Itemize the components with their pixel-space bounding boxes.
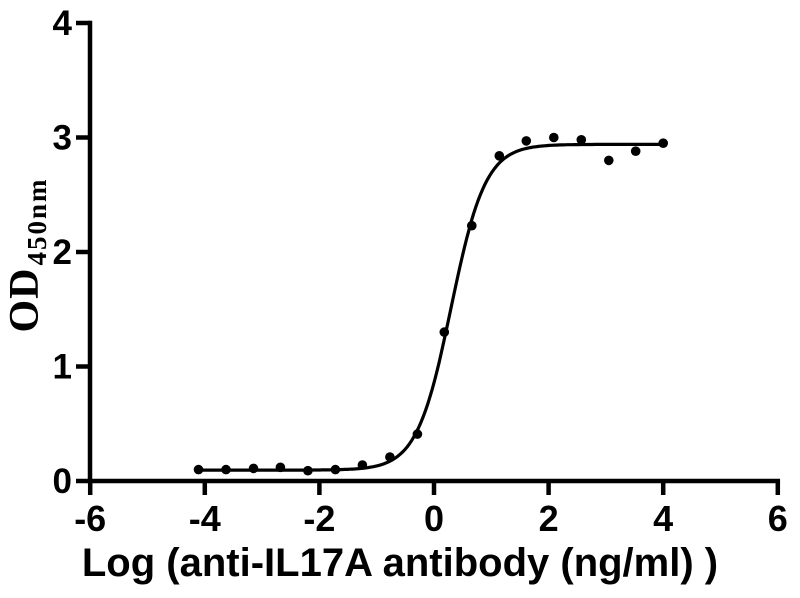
x-tick-label: 6	[768, 498, 788, 539]
y-axis-title-subscript: 450nm	[22, 177, 52, 266]
x-tick-label: -6	[74, 498, 106, 539]
data-point	[549, 132, 559, 143]
data-point	[303, 465, 313, 476]
x-tick-label: 2	[539, 498, 559, 539]
data-point	[275, 462, 286, 473]
data-point	[467, 220, 477, 231]
x-tick-label: 0	[424, 498, 444, 539]
data-point	[494, 151, 505, 161]
data-point	[576, 135, 587, 145]
x-tick-label: -4	[189, 498, 221, 539]
y-tick-label: 4	[53, 4, 73, 43]
y-axis-title-main: OD	[2, 267, 48, 333]
data-point	[439, 327, 450, 337]
data-point	[658, 138, 668, 148]
x-tick-label: -2	[303, 498, 335, 539]
x-axis-title: Log (anti-IL17A antibody (ng/ml) )	[81, 541, 719, 585]
y-tick-label: 1	[53, 348, 72, 387]
data-point	[193, 464, 204, 475]
data-point	[412, 429, 423, 439]
y-axis-title: OD450nm	[1, 177, 53, 332]
data-point	[357, 460, 368, 470]
data-point	[385, 452, 395, 462]
data-point	[630, 146, 641, 156]
data-point	[248, 463, 259, 474]
data-point	[330, 464, 341, 475]
x-tick-label: 4	[653, 498, 673, 539]
data-point	[221, 464, 231, 475]
fit-curve	[196, 142, 664, 472]
y-tick-label: 2	[53, 233, 72, 272]
y-tick-label: 0	[53, 462, 72, 501]
data-point	[521, 136, 532, 146]
y-tick-label: 3	[53, 119, 72, 158]
data-point	[604, 155, 614, 166]
